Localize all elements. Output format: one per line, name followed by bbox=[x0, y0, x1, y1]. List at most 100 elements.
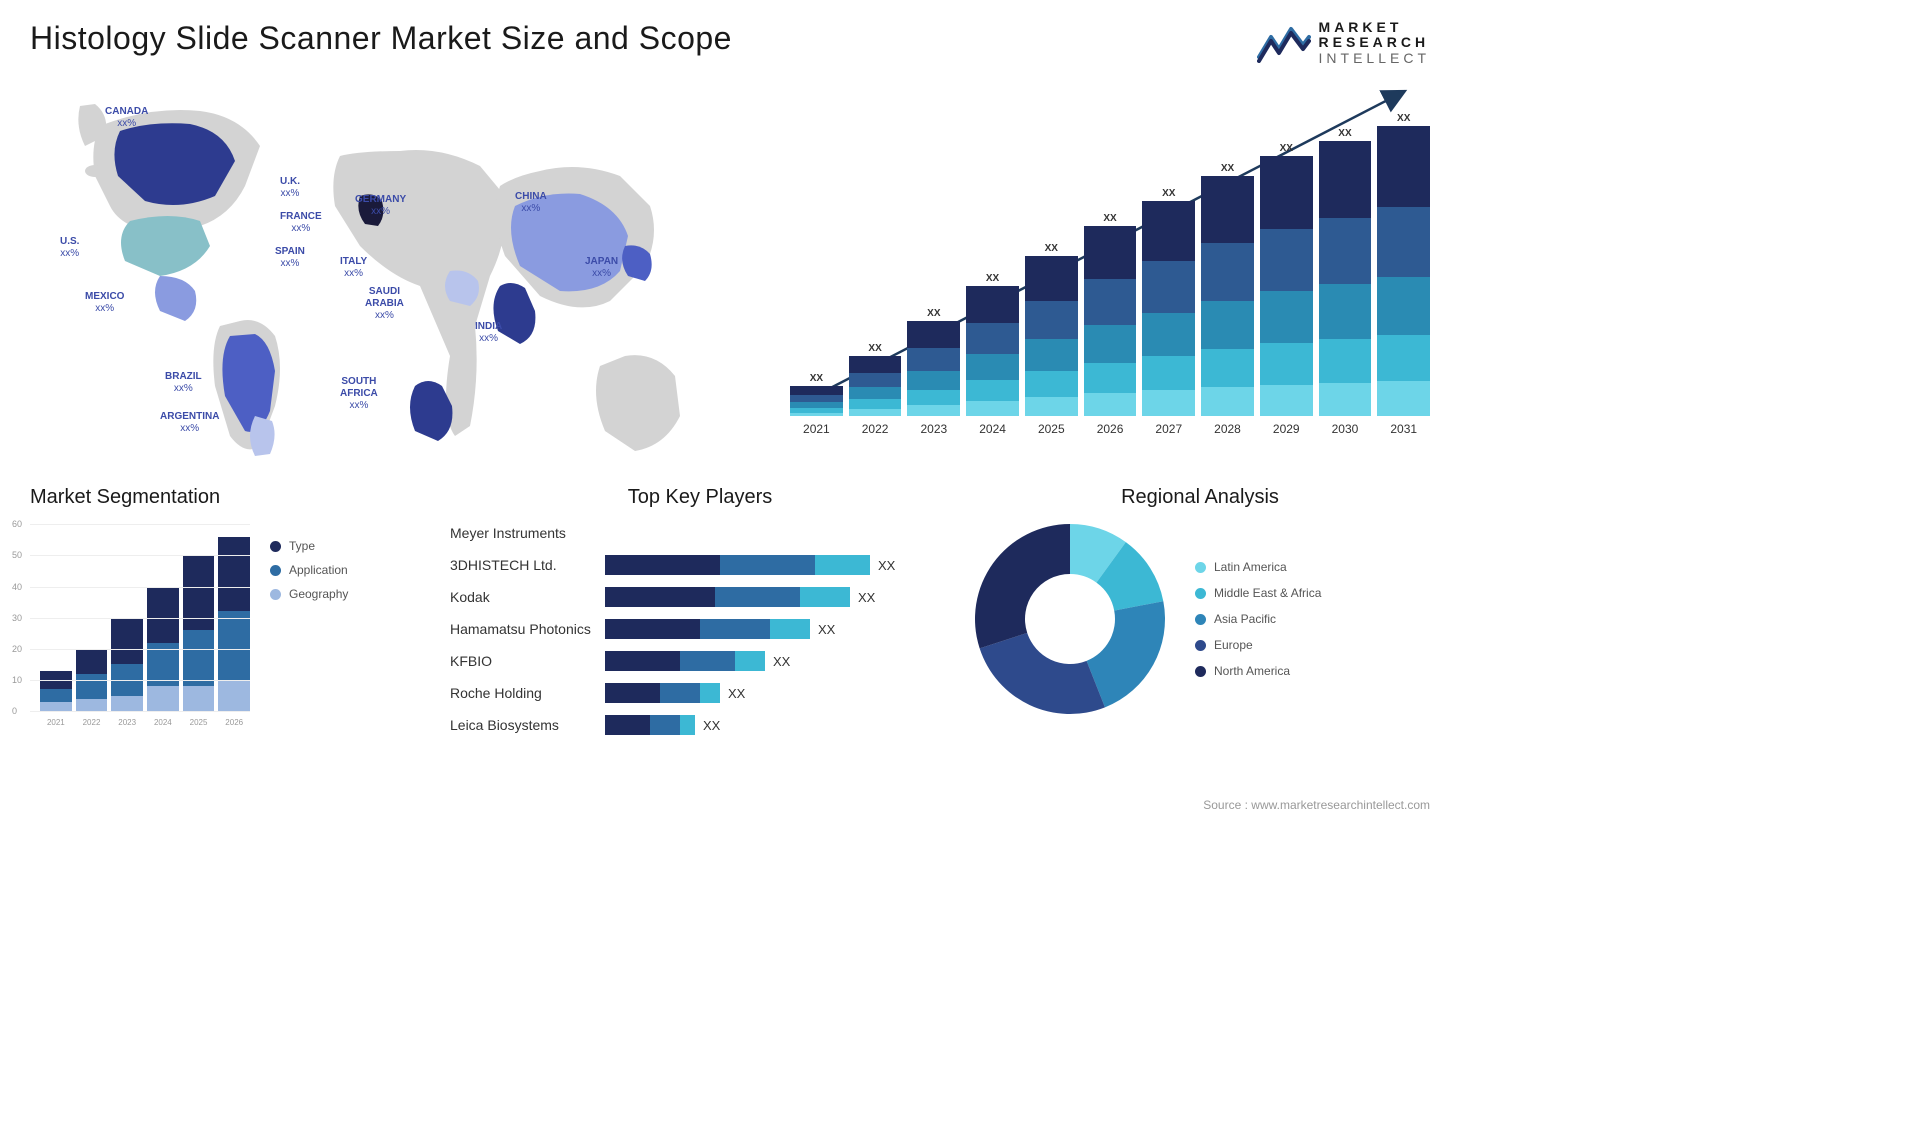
logo: MARKET RESEARCH INTELLECT bbox=[1257, 20, 1430, 66]
growth-bar-2023: XX 2023 bbox=[907, 308, 960, 436]
player-value: XX bbox=[878, 558, 895, 573]
growth-value-label: XX bbox=[1103, 213, 1116, 224]
seg-legend-application: Application bbox=[270, 563, 348, 577]
growth-year-label: 2025 bbox=[1038, 422, 1065, 436]
segmentation-chart: 202120222023202420252026 0102030405060 bbox=[30, 519, 250, 729]
growth-value-label: XX bbox=[1221, 163, 1234, 174]
players-list: Meyer Instruments 3DHISTECH Ltd. XX Kodak XX… bbox=[450, 519, 950, 739]
player-value: XX bbox=[703, 718, 720, 733]
reg-legend-item: North America bbox=[1195, 664, 1321, 678]
player-value: XX bbox=[728, 686, 745, 701]
player-row: Meyer Instruments bbox=[450, 519, 950, 547]
players-panel: Top Key Players Meyer Instruments 3DHISTE… bbox=[450, 486, 950, 739]
regional-legend: Latin America Middle East & Africa Asia Pa… bbox=[1195, 560, 1321, 678]
growth-value-label: XX bbox=[1397, 113, 1410, 124]
growth-bar-2030: XX 2030 bbox=[1319, 128, 1372, 436]
growth-value-label: XX bbox=[810, 373, 823, 384]
player-row: KFBIOXX bbox=[450, 647, 950, 675]
growth-bar-2028: XX 2028 bbox=[1201, 163, 1254, 436]
growth-value-label: XX bbox=[1045, 243, 1058, 254]
growth-year-label: 2022 bbox=[862, 422, 889, 436]
map-label-saudiarabia: SAUDIARABIAxx% bbox=[365, 286, 404, 322]
map-label-japan: JAPANxx% bbox=[585, 256, 618, 280]
player-value: XX bbox=[773, 654, 790, 669]
player-row: 3DHISTECH Ltd. XX bbox=[450, 551, 950, 579]
growth-value-label: XX bbox=[868, 343, 881, 354]
reg-legend-item: Europe bbox=[1195, 638, 1321, 652]
donut-seg-northamerica bbox=[975, 524, 1070, 648]
seg-legend-type: Type bbox=[270, 539, 348, 553]
growth-value-label: XX bbox=[1162, 188, 1175, 199]
growth-bar-2027: XX 2027 bbox=[1142, 188, 1195, 436]
map-label-argentina: ARGENTINAxx% bbox=[160, 411, 219, 435]
map-label-spain: SPAINxx% bbox=[275, 246, 305, 270]
world-map: CANADAxx%U.S.xx%MEXICOxx%BRAZILxx%ARGENT… bbox=[30, 76, 770, 476]
map-label-brazil: BRAZILxx% bbox=[165, 371, 202, 395]
map-label-italy: ITALYxx% bbox=[340, 256, 367, 280]
seg-bar-2021: 2021 bbox=[40, 671, 72, 711]
growth-value-label: XX bbox=[927, 308, 940, 319]
source-text: Source : www.marketresearchintellect.com bbox=[1203, 798, 1430, 812]
seg-bar-2023: 2023 bbox=[111, 618, 143, 711]
growth-year-label: 2028 bbox=[1214, 422, 1241, 436]
growth-bar-2025: XX 2025 bbox=[1025, 243, 1078, 436]
player-row: Leica BiosystemsXX bbox=[450, 711, 950, 739]
player-row: Hamamatsu Photonics XX bbox=[450, 615, 950, 643]
growth-year-label: 2029 bbox=[1273, 422, 1300, 436]
donut-seg-europe bbox=[980, 633, 1105, 714]
seg-bar-2025: 2025 bbox=[183, 555, 215, 711]
regional-donut bbox=[970, 519, 1170, 719]
player-row: Roche Holding XX bbox=[450, 679, 950, 707]
logo-text-1: MARKET bbox=[1319, 20, 1430, 35]
map-svg bbox=[30, 76, 770, 476]
regional-title: Regional Analysis bbox=[970, 486, 1430, 509]
growth-value-label: XX bbox=[986, 273, 999, 284]
map-label-canada: CANADAxx% bbox=[105, 106, 148, 130]
logo-text-2: RESEARCH bbox=[1319, 35, 1430, 50]
growth-bar-2021: XX 2021 bbox=[790, 373, 843, 436]
growth-bar-2024: XX 2024 bbox=[966, 273, 1019, 436]
growth-bar-2029: XX 2029 bbox=[1260, 143, 1313, 436]
seg-bar-2026: 2026 bbox=[218, 537, 250, 712]
growth-year-label: 2030 bbox=[1332, 422, 1359, 436]
player-row: Kodak XX bbox=[450, 583, 950, 611]
regional-panel: Regional Analysis Latin America Middle Ea… bbox=[970, 486, 1430, 739]
segmentation-panel: Market Segmentation 20212022202320242025… bbox=[30, 486, 430, 739]
map-label-germany: GERMANYxx% bbox=[355, 194, 406, 218]
map-label-india: INDIAxx% bbox=[475, 321, 502, 345]
page-title: Histology Slide Scanner Market Size and … bbox=[30, 20, 732, 57]
growth-year-label: 2024 bbox=[979, 422, 1006, 436]
growth-year-label: 2021 bbox=[803, 422, 830, 436]
growth-year-label: 2023 bbox=[920, 422, 947, 436]
map-label-china: CHINAxx% bbox=[515, 191, 547, 215]
growth-year-label: 2031 bbox=[1390, 422, 1417, 436]
player-value: XX bbox=[818, 622, 835, 637]
growth-bar-2031: XX 2031 bbox=[1377, 113, 1430, 436]
growth-year-label: 2027 bbox=[1155, 422, 1182, 436]
player-name: 3DHISTECH Ltd. bbox=[450, 557, 605, 573]
player-name: Meyer Instruments bbox=[450, 525, 605, 541]
segmentation-title: Market Segmentation bbox=[30, 486, 430, 509]
growth-chart: XX 2021 XX 2022 XX 2023 XX 2024 XX 2025 XX 2026 XX 20… bbox=[790, 76, 1430, 476]
growth-value-label: XX bbox=[1280, 143, 1293, 154]
map-label-uk: U.K.xx% bbox=[280, 176, 300, 200]
growth-value-label: XX bbox=[1338, 128, 1351, 139]
segmentation-legend: Type Application Geography bbox=[270, 539, 348, 729]
growth-bar-2026: XX 2026 bbox=[1084, 213, 1137, 436]
player-name: Hamamatsu Photonics bbox=[450, 621, 605, 637]
seg-legend-geography: Geography bbox=[270, 587, 348, 601]
map-label-southafrica: SOUTHAFRICAxx% bbox=[340, 376, 378, 412]
player-name: Kodak bbox=[450, 589, 605, 605]
growth-bar-2022: XX 2022 bbox=[849, 343, 902, 436]
logo-text-3: INTELLECT bbox=[1319, 51, 1430, 66]
growth-year-label: 2026 bbox=[1097, 422, 1124, 436]
reg-legend-item: Latin America bbox=[1195, 560, 1321, 574]
player-name: Roche Holding bbox=[450, 685, 605, 701]
map-label-us: U.S.xx% bbox=[60, 236, 79, 260]
map-label-france: FRANCExx% bbox=[280, 211, 322, 235]
reg-legend-item: Asia Pacific bbox=[1195, 612, 1321, 626]
players-title: Top Key Players bbox=[450, 486, 950, 509]
reg-legend-item: Middle East & Africa bbox=[1195, 586, 1321, 600]
logo-icon bbox=[1257, 23, 1311, 63]
player-value: XX bbox=[858, 590, 875, 605]
